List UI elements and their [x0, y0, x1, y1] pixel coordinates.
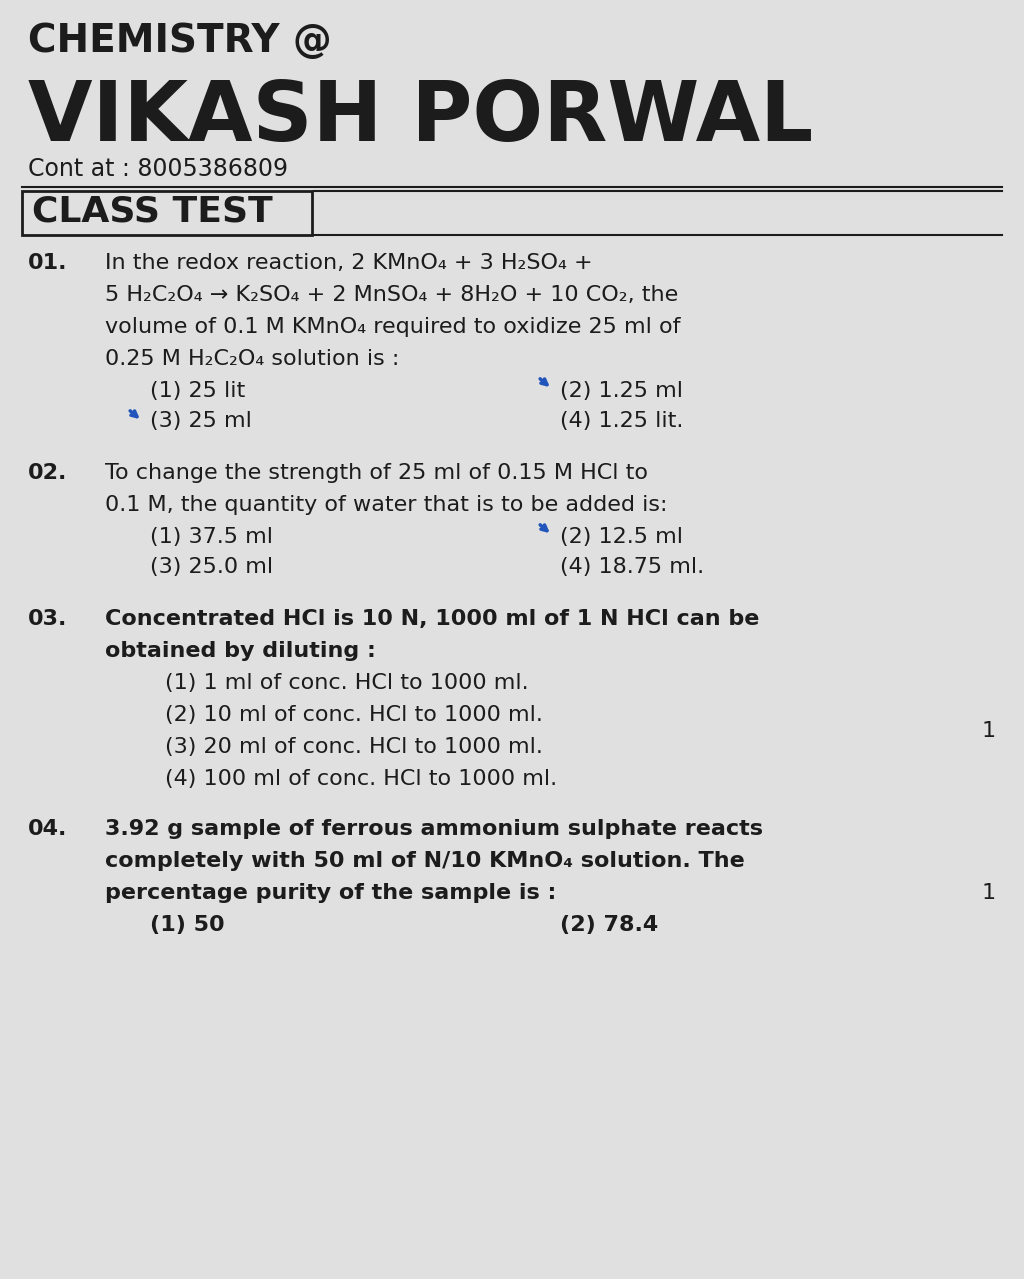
Text: (1) 50: (1) 50: [150, 914, 224, 935]
Text: (4) 1.25 lit.: (4) 1.25 lit.: [560, 411, 683, 431]
Text: 01.: 01.: [28, 253, 68, 272]
Text: CHEMISTRY @: CHEMISTRY @: [28, 22, 332, 60]
Text: (1) 37.5 ml: (1) 37.5 ml: [150, 527, 273, 547]
Text: (3) 25 ml: (3) 25 ml: [150, 411, 252, 431]
Text: (2) 1.25 ml: (2) 1.25 ml: [560, 381, 683, 402]
Text: (1) 25 lit: (1) 25 lit: [150, 381, 246, 402]
Text: percentage purity of the sample is :: percentage purity of the sample is :: [105, 883, 556, 903]
Text: 03.: 03.: [28, 609, 68, 629]
Text: (3) 20 ml of conc. HCl to 1000 ml.: (3) 20 ml of conc. HCl to 1000 ml.: [165, 737, 543, 757]
Bar: [22, 191, 312, 235]
Text: 0.25 M H₂C₂O₄ solution is :: 0.25 M H₂C₂O₄ solution is :: [105, 349, 399, 370]
Text: (4) 18.75 ml.: (4) 18.75 ml.: [560, 556, 705, 577]
Text: 02.: 02.: [28, 463, 68, 483]
Text: volume of 0.1 M KMnO₄ required to oxidize 25 ml of: volume of 0.1 M KMnO₄ required to oxidiz…: [105, 317, 681, 336]
Text: (2) 78.4: (2) 78.4: [560, 914, 658, 935]
Text: 0.1 M, the quantity of water that is to be added is:: 0.1 M, the quantity of water that is to …: [105, 495, 668, 515]
Text: 1: 1: [982, 883, 996, 903]
Text: (2) 10 ml of conc. HCl to 1000 ml.: (2) 10 ml of conc. HCl to 1000 ml.: [165, 705, 543, 725]
Text: 04.: 04.: [28, 819, 68, 839]
Text: (3) 25.0 ml: (3) 25.0 ml: [150, 556, 273, 577]
Text: In the redox reaction, 2 KMnO₄ + 3 H₂SO₄ +: In the redox reaction, 2 KMnO₄ + 3 H₂SO₄…: [105, 253, 593, 272]
Text: completely with 50 ml of N/10 KMnO₄ solution. The: completely with 50 ml of N/10 KMnO₄ solu…: [105, 851, 744, 871]
Text: VIKASH PORWAL: VIKASH PORWAL: [28, 77, 813, 159]
Text: Cont at : 8005386809: Cont at : 8005386809: [28, 157, 288, 182]
Text: 5 H₂C₂O₄ → K₂SO₄ + 2 MnSO₄ + 8H₂O + 10 CO₂, the: 5 H₂C₂O₄ → K₂SO₄ + 2 MnSO₄ + 8H₂O + 10 C…: [105, 285, 678, 304]
Text: Concentrated HCl is 10 N, 1000 ml of 1 N HCl can be: Concentrated HCl is 10 N, 1000 ml of 1 N…: [105, 609, 760, 629]
Text: (2) 12.5 ml: (2) 12.5 ml: [560, 527, 683, 547]
Text: (1) 1 ml of conc. HCl to 1000 ml.: (1) 1 ml of conc. HCl to 1000 ml.: [165, 673, 528, 693]
Text: CLASS TEST: CLASS TEST: [32, 194, 272, 229]
Text: 1: 1: [982, 721, 996, 741]
Text: (4) 100 ml of conc. HCl to 1000 ml.: (4) 100 ml of conc. HCl to 1000 ml.: [165, 769, 557, 789]
Text: To change the strength of 25 ml of 0.15 M HCl to: To change the strength of 25 ml of 0.15 …: [105, 463, 648, 483]
Text: obtained by diluting :: obtained by diluting :: [105, 641, 376, 661]
Text: 3.92 g sample of ferrous ammonium sulphate reacts: 3.92 g sample of ferrous ammonium sulpha…: [105, 819, 763, 839]
